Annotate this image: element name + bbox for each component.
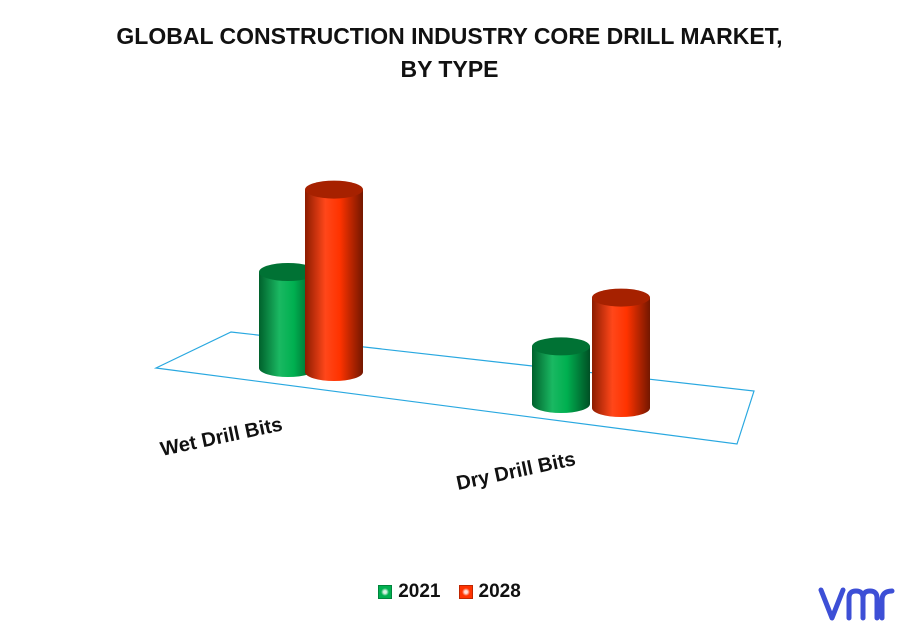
bar-top-2021-wet-drill-bits bbox=[259, 263, 317, 281]
bar-2021-dry-drill-bits bbox=[532, 337, 590, 413]
legend-item-2021: 2021 bbox=[378, 581, 441, 603]
legend-swatch-2021 bbox=[378, 585, 393, 599]
chart-floor bbox=[153, 331, 755, 445]
vmr-logo-icon bbox=[818, 587, 895, 621]
bar-body-2021-wet-drill-bits bbox=[259, 272, 317, 377]
bar-top-2028-wet-drill-bits bbox=[305, 180, 363, 199]
bar-body-2028-dry-drill-bits bbox=[592, 297, 650, 417]
bar-top-2028-dry-drill-bits bbox=[592, 288, 650, 307]
bar-top-2021-dry-drill-bits bbox=[532, 337, 590, 356]
bar-body-2028-wet-drill-bits bbox=[305, 189, 363, 381]
chart-title-line-2: BY TYPE bbox=[400, 56, 499, 82]
category-label-wet-drill-bits: Wet Drill Bits bbox=[158, 414, 284, 461]
legend-label-2028: 2028 bbox=[478, 581, 521, 602]
chart-title: GLOBAL CONSTRUCTION INDUSTRY CORE DRILL … bbox=[0, 20, 899, 86]
bar-2028-dry-drill-bits bbox=[592, 288, 650, 417]
chart-title-line-1: GLOBAL CONSTRUCTION INDUSTRY CORE DRILL … bbox=[116, 23, 783, 49]
legend-label-2021: 2021 bbox=[398, 581, 441, 602]
bar-body-2021-dry-drill-bits bbox=[532, 346, 590, 413]
bar-2021-wet-drill-bits bbox=[259, 263, 317, 377]
bar-2028-wet-drill-bits bbox=[305, 180, 363, 381]
legend-item-2028: 2028 bbox=[458, 581, 521, 603]
chart-legend: 2021 2028 bbox=[0, 581, 899, 603]
legend-swatch-2028 bbox=[458, 585, 473, 599]
category-label-dry-drill-bits: Dry Drill Bits bbox=[454, 448, 577, 495]
